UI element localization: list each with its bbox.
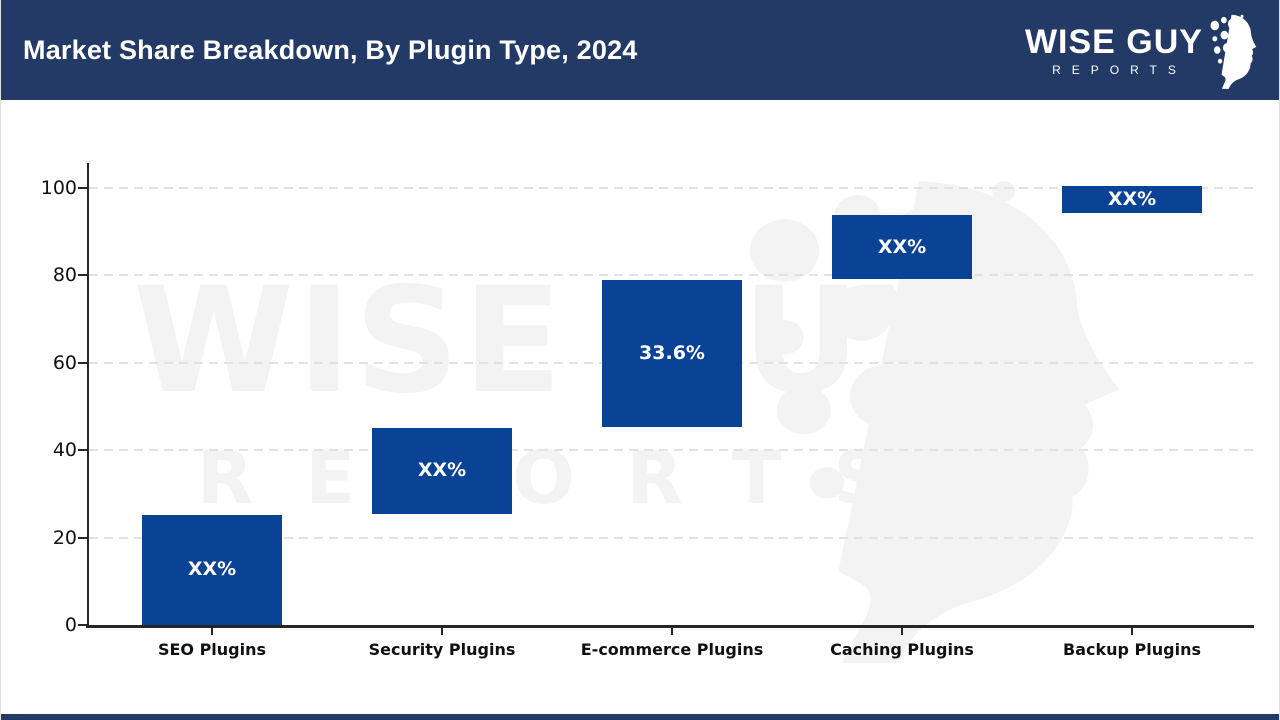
page-title: Market Share Breakdown, By Plugin Type, … bbox=[23, 34, 638, 65]
watermark-text-line2: REPORTS bbox=[197, 436, 938, 521]
y-axis-tick bbox=[78, 624, 87, 626]
bar-value-label: XX% bbox=[1107, 188, 1157, 211]
y-axis-tick-label: 40 bbox=[52, 439, 77, 461]
logo-subtitle: REPORTS bbox=[1052, 62, 1187, 77]
bar-e-commerce-plugins: 33.6% bbox=[602, 280, 742, 428]
x-axis-tick bbox=[671, 628, 673, 635]
y-axis-tick-label: 100 bbox=[40, 176, 77, 199]
x-axis-category-label: Backup Plugins bbox=[1063, 640, 1201, 659]
footer-bar bbox=[1, 714, 1279, 720]
y-axis-tick bbox=[78, 449, 87, 451]
y-axis-tick-label: 80 bbox=[52, 264, 77, 286]
y-axis-tick-label: 60 bbox=[52, 351, 77, 374]
x-axis-category-label: Caching Plugins bbox=[830, 640, 974, 659]
bar-value-label: XX% bbox=[417, 459, 467, 482]
logo-face-icon bbox=[1210, 14, 1257, 89]
gridline bbox=[89, 536, 1254, 539]
bar-backup-plugins: XX% bbox=[1062, 186, 1202, 213]
bar-value-label: 33.6% bbox=[639, 342, 705, 365]
y-axis-tick-label: 0 bbox=[64, 614, 77, 636]
logo-text: WISE GUY REPORTS bbox=[1025, 25, 1203, 76]
x-axis-category-label: SEO Plugins bbox=[157, 640, 267, 659]
bar-security-plugins: XX% bbox=[372, 427, 512, 514]
header-bar: Market Share Breakdown, By Plugin Type, … bbox=[1, 0, 1279, 100]
y-axis-tick bbox=[78, 186, 87, 189]
y-axis-tick bbox=[78, 361, 87, 364]
x-axis-tick bbox=[1131, 628, 1133, 635]
x-axis-tick bbox=[211, 628, 213, 635]
wiseguy-logo: WISE GUY REPORTS bbox=[1025, 10, 1263, 90]
gridline bbox=[89, 186, 1254, 189]
x-axis-category-label: Security Plugins bbox=[368, 640, 516, 659]
y-axis-tick-label: 20 bbox=[52, 526, 77, 549]
y-axis-tick bbox=[78, 274, 87, 276]
gridline bbox=[89, 449, 1254, 451]
bar-caching-plugins: XX% bbox=[832, 214, 972, 280]
gridline bbox=[89, 274, 1254, 276]
bar-seo-plugins: XX% bbox=[142, 514, 282, 625]
bar-value-label: XX% bbox=[877, 235, 927, 258]
bar-value-label: XX% bbox=[187, 558, 237, 581]
x-axis-category-label: E-commerce Plugins bbox=[580, 640, 764, 659]
x-axis-tick bbox=[901, 628, 903, 635]
y-axis-line bbox=[87, 163, 89, 627]
x-axis-tick bbox=[441, 628, 443, 635]
watermark-text-line1: WISE GUY bbox=[133, 256, 973, 426]
logo-wordmark: WISE GUY bbox=[1024, 22, 1203, 61]
y-axis-tick bbox=[78, 536, 87, 539]
x-axis-line bbox=[86, 625, 1254, 628]
